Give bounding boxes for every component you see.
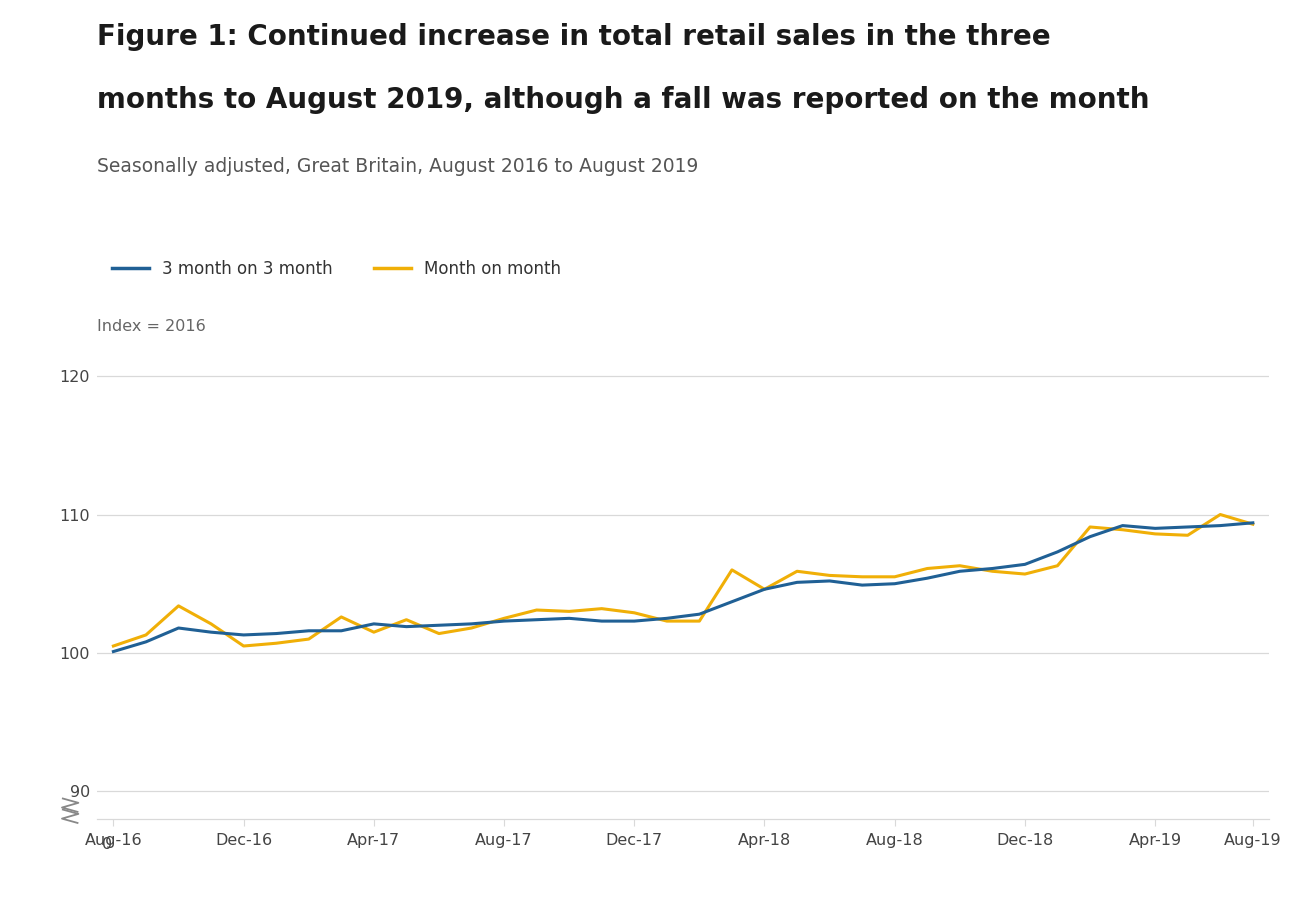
Text: 0: 0: [102, 837, 113, 853]
Text: Index = 2016: Index = 2016: [97, 319, 206, 334]
Legend: 3 month on 3 month, Month on month: 3 month on 3 month, Month on month: [105, 253, 569, 284]
Text: Seasonally adjusted, Great Britain, August 2016 to August 2019: Seasonally adjusted, Great Britain, Augu…: [97, 157, 698, 176]
Text: months to August 2019, although a fall was reported on the month: months to August 2019, although a fall w…: [97, 86, 1150, 114]
Text: Figure 1: Continued increase in total retail sales in the three: Figure 1: Continued increase in total re…: [97, 23, 1050, 51]
